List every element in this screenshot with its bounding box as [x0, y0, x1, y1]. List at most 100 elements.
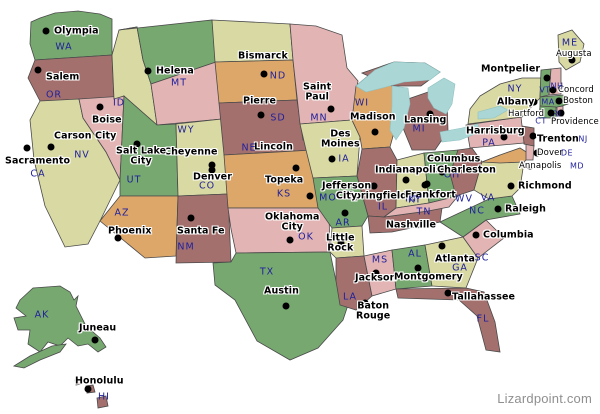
capital-dot-ct[interactable] [547, 109, 555, 117]
capital-dot-id[interactable] [96, 103, 104, 111]
state-abbr-ne: NE [241, 142, 257, 154]
state-abbr-or: OR [45, 89, 63, 101]
capital-dot-vt[interactable] [543, 74, 551, 82]
capital-label-mn: Saint Paul [303, 81, 332, 102]
capital-dot-il[interactable] [370, 182, 378, 190]
state-abbr-az: AZ [114, 207, 130, 219]
state-abbr-wa: WA [55, 41, 73, 53]
capital-dot-az[interactable] [114, 234, 122, 242]
capital-dot-in[interactable] [402, 176, 410, 184]
state-mn[interactable] [289, 23, 359, 125]
state-me[interactable] [557, 29, 585, 71]
capital-label-ca: Sacramento [5, 155, 71, 167]
capital-label-vt: Montpelier [481, 63, 541, 75]
capital-dot-wy[interactable] [208, 161, 216, 169]
state-ak[interactable] [13, 285, 107, 353]
capital-label-ut: Salt Lake City [116, 145, 167, 166]
capital-dot-mn[interactable] [327, 105, 335, 113]
state-abbr-va: VA [480, 192, 496, 204]
state-abbr-mt: MT [171, 77, 187, 89]
state-abbr-wi: WI [354, 97, 370, 109]
capital-dot-ga[interactable] [438, 242, 446, 250]
state-shapes [12, 10, 585, 409]
state-ky[interactable] [382, 195, 460, 218]
capital-dot-ak[interactable] [91, 336, 99, 344]
capital-dot-ma[interactable] [555, 97, 563, 105]
capital-dot-sd[interactable] [257, 111, 265, 119]
capital-dot-sc[interactable] [472, 231, 480, 239]
capital-label-sc: Columbia [483, 229, 534, 241]
state-ak-aleutians[interactable] [12, 343, 67, 369]
state-fl[interactable] [395, 287, 501, 353]
capital-dot-nc[interactable] [494, 205, 502, 213]
capital-dot-pa[interactable] [500, 133, 508, 141]
capital-dot-ri[interactable] [557, 109, 565, 117]
capital-dot-ks[interactable] [306, 192, 314, 200]
watermark: Lizardpoint.com [497, 391, 592, 406]
state-wa[interactable] [29, 10, 113, 61]
state-az[interactable] [99, 195, 179, 259]
capital-dot-nd[interactable] [260, 70, 268, 78]
capital-dot-ne[interactable] [292, 164, 300, 172]
capital-dot-ms[interactable] [372, 269, 380, 277]
capital-label-ar: Little Rock [326, 232, 355, 253]
capital-dot-ut[interactable] [133, 140, 141, 148]
capital-label-mt: Helena [156, 65, 194, 77]
capital-label-mi: Lansing [404, 114, 447, 126]
capital-dot-ar[interactable] [337, 239, 345, 247]
capital-dot-oh[interactable] [438, 168, 446, 176]
state-ga[interactable] [424, 236, 479, 289]
capital-dot-ny[interactable] [530, 98, 538, 106]
capital-dot-la[interactable] [361, 299, 369, 307]
capital-dot-mi[interactable] [426, 110, 434, 118]
capital-dot-fl[interactable] [444, 289, 452, 297]
capital-dot-nh[interactable] [549, 86, 557, 94]
capital-dot-co[interactable] [208, 166, 216, 174]
state-abbr-vt: VT [539, 85, 551, 95]
state-abbr-ma: MA [541, 97, 555, 107]
capital-dot-nj[interactable] [529, 132, 537, 140]
capital-label-ks: Topeka [265, 174, 304, 186]
state-abbr-la: LA [342, 291, 358, 303]
state-hi-3[interactable] [96, 395, 109, 409]
capital-dot-or[interactable] [34, 66, 42, 74]
capital-dot-ca[interactable] [23, 144, 31, 152]
capital-label-ms: Jackson [355, 272, 397, 284]
capital-dot-wv[interactable] [423, 180, 431, 188]
state-abbr-sc: SC [474, 252, 490, 264]
capital-dot-ia[interactable] [328, 155, 336, 163]
state-abbr-fl: FL [476, 313, 490, 325]
capital-label-sd: Pierre [243, 95, 277, 107]
capital-label-ga: Atlanta [435, 253, 475, 265]
state-abbr-wy: WY [177, 124, 195, 136]
state-hi-1[interactable] [74, 378, 82, 386]
state-abbr-ca: CA [30, 168, 46, 180]
capital-dot-mt[interactable] [144, 67, 152, 75]
state-abbr-wv: WV [455, 193, 473, 205]
capital-label-ia: Des Moines [321, 128, 360, 149]
state-abbr-ks: KS [276, 188, 292, 200]
capital-dot-wi[interactable] [371, 128, 379, 136]
capital-label-nd: Bismarck [238, 50, 288, 62]
capital-dot-tx[interactable] [282, 302, 290, 310]
capital-dot-nm[interactable] [187, 214, 195, 222]
capital-dot-nv[interactable] [47, 143, 55, 151]
capital-dot-ok[interactable] [286, 236, 294, 244]
lake-superior [355, 61, 441, 93]
capital-dot-va[interactable] [507, 182, 515, 190]
capital-dot-de[interactable] [533, 149, 541, 157]
state-abbr-al: AL [408, 248, 422, 260]
capital-dot-md[interactable] [526, 162, 534, 170]
capital-dot-mo[interactable] [341, 209, 349, 217]
capital-dot-me[interactable] [568, 56, 576, 64]
capital-label-de: Dover [537, 147, 563, 158]
capital-label-wy: Cheyenne [164, 146, 218, 158]
capital-dot-tn[interactable] [413, 221, 421, 229]
capital-dot-wa[interactable] [42, 27, 50, 35]
capital-dot-hi[interactable] [84, 385, 92, 393]
capital-dot-al[interactable] [414, 264, 422, 272]
state-abbr-ia: IA [338, 153, 350, 165]
state-abbr-de: DE [560, 148, 574, 158]
